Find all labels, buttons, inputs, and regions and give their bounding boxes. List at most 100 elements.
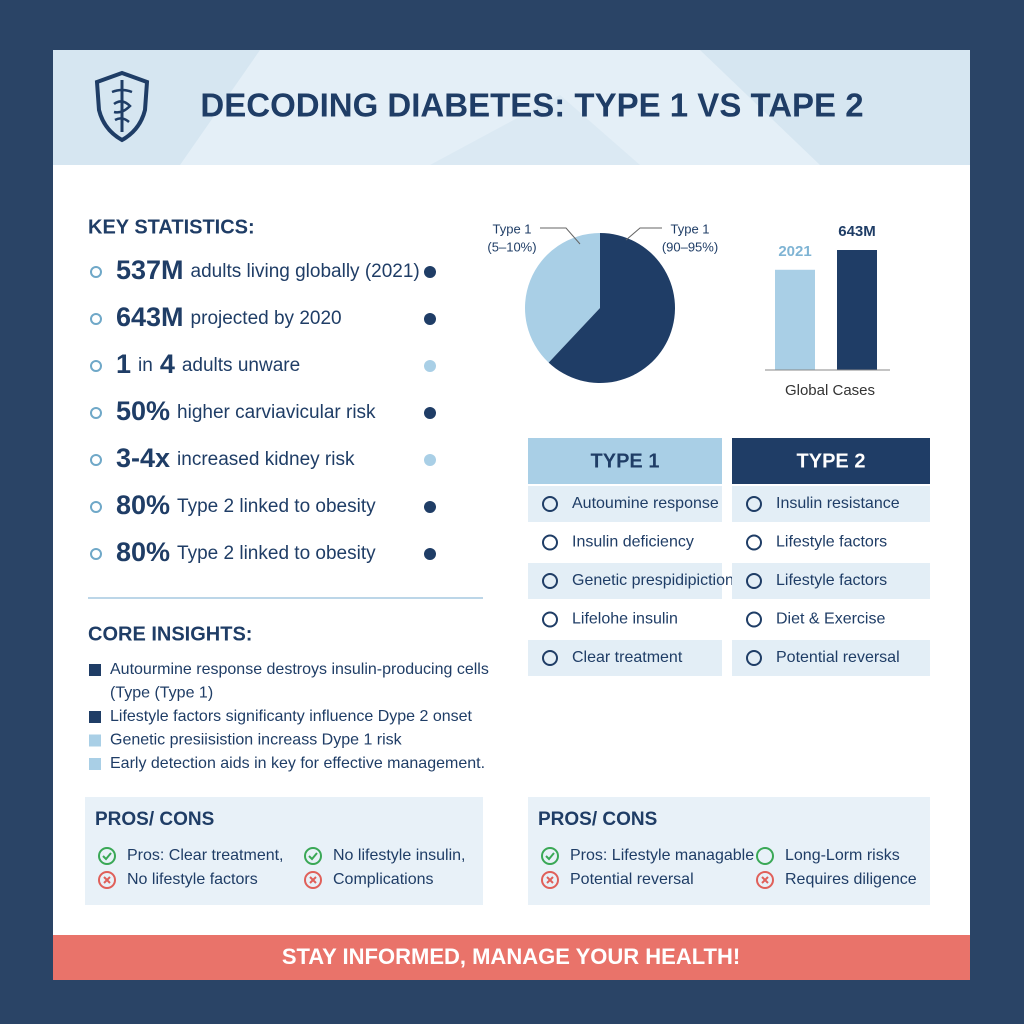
table-cell [732, 640, 930, 676]
table-cell [732, 563, 930, 599]
cross-mark [546, 876, 554, 884]
pie-label-note: (5–10%) [487, 239, 536, 254]
bullet-ring [90, 313, 102, 325]
title: DECODING DIABETES: TYPE 1 VS TAPE 2 [200, 87, 863, 124]
stat-number: 643M [116, 302, 184, 332]
bar [837, 250, 877, 370]
table-cell-text: Insulin deficiency [572, 534, 694, 551]
cross-mark [761, 876, 769, 884]
stat-text: adults unware [182, 355, 300, 376]
pie-slice [525, 233, 600, 363]
row-icon [542, 573, 558, 589]
table-cell-text: Lifestyle factors [776, 534, 887, 551]
table-cell [732, 524, 930, 561]
status-dot [424, 266, 436, 278]
status-icon [304, 871, 322, 889]
stat-number: 3-4x [116, 443, 170, 473]
pros-cons-text: No lifestyle factors [127, 871, 258, 888]
stat-text: in [138, 355, 153, 376]
table-header [732, 438, 930, 484]
bullet-ring [90, 454, 102, 466]
status-dot [424, 548, 436, 560]
pie-label: Type 1 [670, 221, 709, 236]
stat-text: Type 2 linked to obesity [177, 543, 376, 564]
row-icon [542, 650, 558, 666]
table-cell-text: Autoumine response [572, 495, 719, 512]
bullet-ring [90, 360, 102, 372]
table-cell [528, 640, 722, 676]
leader-line [625, 227, 662, 241]
pie-label: Type 1 [492, 221, 531, 236]
table-cell [732, 601, 930, 638]
stat-number: 4 [160, 349, 175, 379]
table-cell [528, 601, 722, 638]
check-mark [308, 852, 318, 861]
pros-cons-box [528, 797, 930, 905]
pros-cons-text: Long-Lorm risks [785, 847, 900, 864]
section-heading: KEY STATISTICS: [88, 216, 255, 238]
pros-cons-text: Pros: Clear treatment, [127, 847, 284, 864]
row-icon [542, 496, 558, 512]
row-icon [746, 650, 762, 666]
stat-text: projected by 2020 [191, 308, 342, 329]
insight-text: Early detection aids in key for effectiv… [110, 755, 485, 772]
cross-mark [309, 876, 317, 884]
status-icon [541, 847, 559, 865]
x-axis-label: Global Cases [785, 382, 875, 399]
status-dot [424, 501, 436, 513]
section-heading: CORE INSIGHTS: [88, 623, 252, 645]
stat-number: 537M [116, 255, 184, 285]
header-pattern [700, 50, 970, 165]
footer-text: STAY INFORMED, MANAGE YOUR HEALTH! [282, 944, 740, 969]
status-icon [756, 871, 774, 889]
table-cell-text: Diet & Exercise [776, 611, 885, 628]
leader-line [540, 227, 581, 245]
table-cell-text: Genetic prespidipiction [572, 572, 734, 589]
pros-cons-text: Requires diligence [785, 871, 917, 888]
bullet-square [89, 758, 101, 770]
status-dot [424, 407, 436, 419]
bullet-square [89, 711, 101, 723]
pros-cons-text: No lifestyle insulin, [333, 847, 466, 864]
table-cell-text: Lifelohe insulin [572, 611, 678, 628]
bullet-square [89, 734, 101, 747]
insight-text: Genetic presiisistion increass Dype 1 ri… [110, 732, 403, 749]
stat-number: 1 [116, 349, 131, 379]
table-cell-text: Potential reversal [776, 649, 900, 666]
status-dot [424, 454, 436, 466]
row-icon [746, 611, 762, 628]
insight-text: Lifestyle factors significanty influence… [110, 708, 473, 725]
stat-text: Type 2 linked to obesity [177, 496, 376, 517]
cross-mark [103, 876, 111, 884]
insight-text: (Type (Type 1) [110, 685, 213, 702]
pros-cons-heading: PROS/ CONS [538, 809, 657, 830]
header-pattern [430, 95, 640, 165]
status-icon [756, 847, 774, 865]
footer-band [53, 935, 970, 980]
table-cell-text: Lifestyle factors [776, 572, 887, 589]
table-cell [732, 486, 930, 522]
table-header-text: TYPE 1 [591, 450, 660, 472]
status-dot [424, 360, 436, 372]
bullet-ring [90, 548, 102, 560]
pie-label-note: (90–95%) [662, 239, 718, 254]
pros-cons-text: Complications [333, 871, 433, 888]
stat-text: increased kidney risk [177, 449, 355, 470]
pie-slice [548, 233, 676, 383]
stat-text: higher carviavicular risk [177, 402, 376, 423]
bar-category: 2021 [778, 243, 811, 260]
bar-value-label: 643M [838, 223, 876, 240]
row-icon [746, 496, 762, 512]
check-mark [545, 852, 555, 861]
status-icon [98, 871, 116, 889]
insight-text: Autourmine response destroys insulin-pro… [110, 661, 489, 678]
row-icon [746, 534, 762, 551]
stat-number: 80% [116, 537, 170, 567]
table-cell [528, 524, 722, 561]
table-cell-text: Insulin resistance [776, 495, 900, 512]
pros-cons-heading: PROS/ CONS [95, 809, 214, 830]
row-icon [746, 573, 762, 589]
pros-cons-box [85, 797, 483, 905]
row-icon [542, 611, 558, 628]
